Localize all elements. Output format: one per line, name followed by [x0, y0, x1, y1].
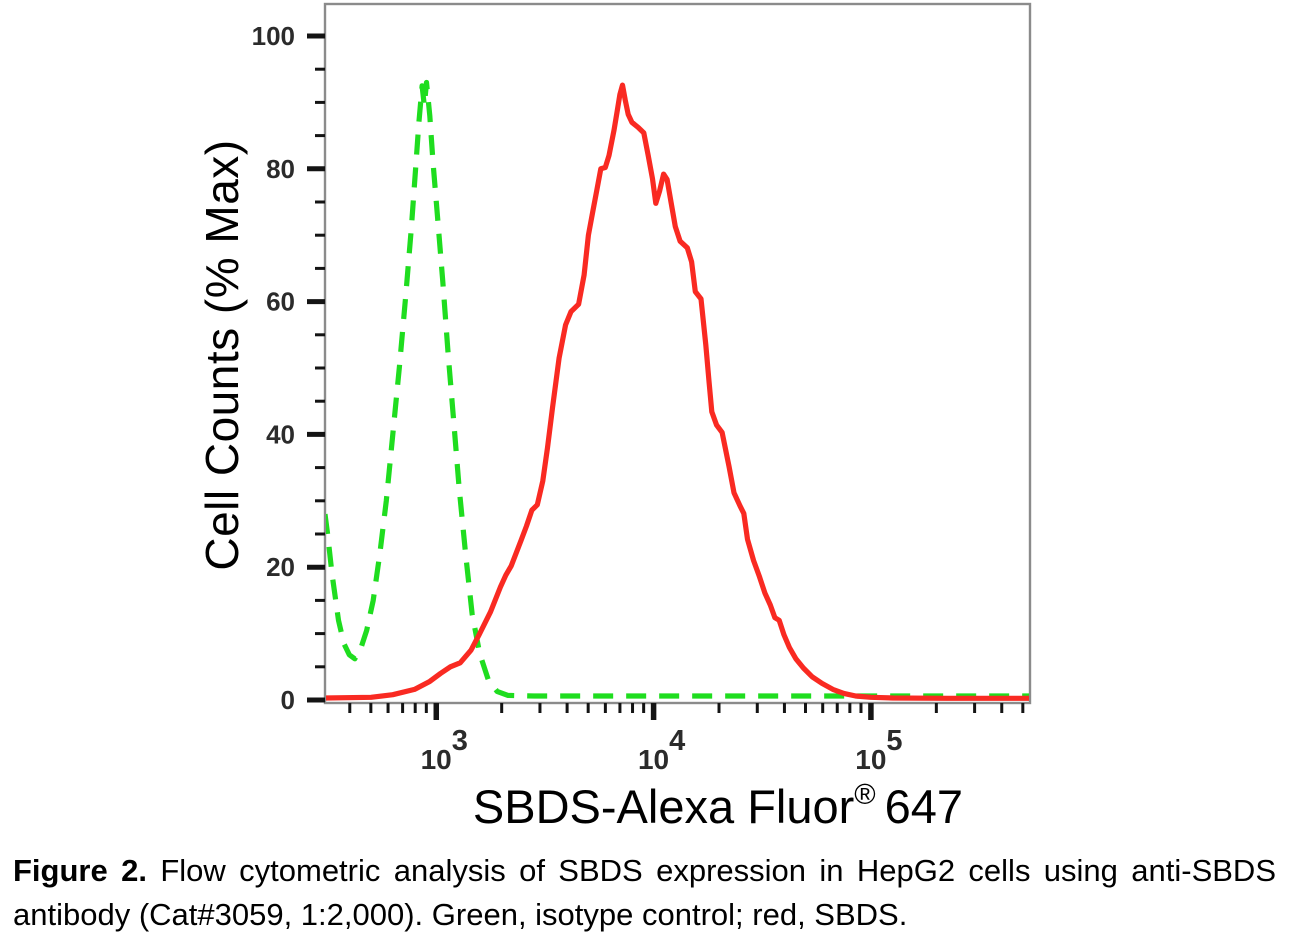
- svg-text:105: 105: [855, 725, 902, 775]
- caption-line-2: antibody (Cat#3059, 1:2,000). Green, iso…: [13, 897, 908, 932]
- curve-SBDS: [326, 82, 1029, 701]
- x-axis-title-text: SBDS-Alexa Fluor: [472, 780, 855, 833]
- caption-text-line1: Flow cytometric analysis of SBDS express…: [160, 853, 1277, 888]
- svg-text:80: 80: [266, 154, 295, 184]
- svg-text:20: 20: [266, 552, 295, 582]
- curve-isotype-control: [326, 79, 1029, 699]
- registered-trademark-icon: ®: [854, 779, 876, 811]
- x-axis-title: SBDS-Alexa Fluor® 647: [473, 779, 963, 834]
- svg-text:40: 40: [266, 419, 295, 449]
- caption-line-1: Figure 2. Flow cytometric analysis of SB…: [13, 849, 1276, 893]
- caption-figure-label: Figure 2.: [13, 853, 147, 888]
- svg-text:103: 103: [421, 725, 468, 775]
- svg-text:0: 0: [281, 685, 295, 715]
- figure-caption: Figure 2. Flow cytometric analysis of SB…: [13, 849, 1276, 936]
- svg-text:100: 100: [252, 21, 295, 51]
- svg-text:104: 104: [638, 725, 685, 775]
- svg-text:60: 60: [266, 287, 295, 317]
- x-axis-title-number: 647: [884, 780, 964, 833]
